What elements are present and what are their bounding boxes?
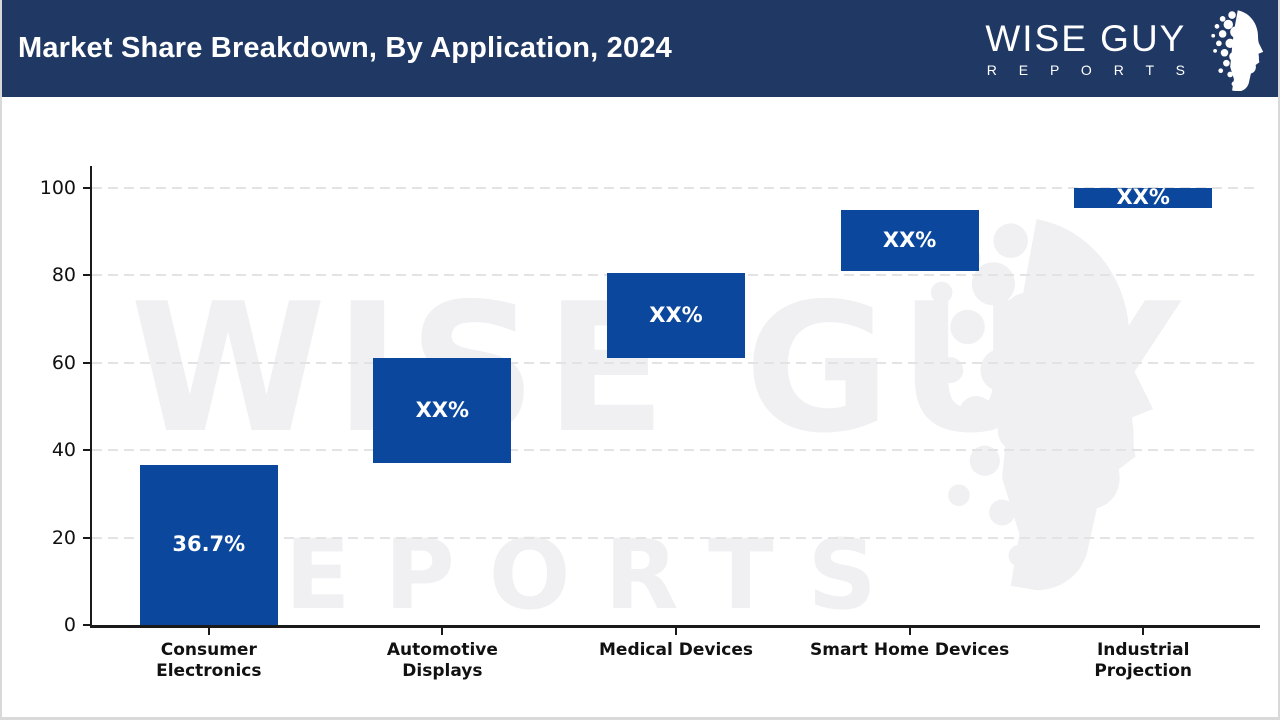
y-tick-label-20: 20 bbox=[51, 526, 76, 549]
x-tick-mark bbox=[675, 628, 677, 635]
x-category-label: Consumer Electronics bbox=[156, 640, 262, 682]
x-tick-mark bbox=[207, 628, 210, 635]
y-tick-label-40: 40 bbox=[51, 439, 76, 462]
logo-line1: WISE GUY bbox=[985, 18, 1187, 59]
bar-smart-home-devices: XX% bbox=[840, 209, 979, 271]
y-tick-mark-80 bbox=[83, 274, 92, 277]
y-tick-mark-40 bbox=[83, 449, 92, 452]
wiseguy-logo: WISE GUY R E P O R T S bbox=[978, 7, 1278, 91]
logo-wordmark: WISE GUY R E P O R T S bbox=[978, 20, 1194, 77]
gridline-20 bbox=[92, 536, 1260, 539]
bar-industrial-projection: XX% bbox=[1074, 185, 1213, 210]
x-category-label: Automotive Displays bbox=[386, 640, 498, 682]
x-category-label: Industrial Projection bbox=[1094, 640, 1193, 682]
bar-value-label: XX% bbox=[882, 227, 937, 252]
logo-line2: R E P O R T S bbox=[986, 62, 1194, 78]
x-tick-mark bbox=[441, 628, 444, 635]
bar-automotive-displays: XX% bbox=[373, 358, 512, 464]
y-tick-label-80: 80 bbox=[51, 264, 76, 287]
y-tick-label-100: 100 bbox=[39, 176, 76, 199]
x-category-label: Medical Devices bbox=[598, 640, 754, 660]
bar-value-label: XX% bbox=[415, 398, 470, 423]
page-title: Market Share Breakdown, By Application, … bbox=[18, 32, 672, 64]
y-tick-mark-60 bbox=[83, 361, 92, 364]
gridline-60 bbox=[92, 361, 1260, 364]
x-tick-mark bbox=[908, 628, 911, 635]
y-tick-label-0: 0 bbox=[63, 614, 76, 636]
y-tick-label-60: 60 bbox=[51, 351, 76, 374]
header-bar: Market Share Breakdown, By Application, … bbox=[2, 0, 1278, 97]
bar-value-label: XX% bbox=[649, 303, 703, 328]
bar-value-label: 36.7% bbox=[172, 532, 246, 557]
bar-medical-devices: XX% bbox=[607, 273, 745, 359]
y-tick-mark-20 bbox=[83, 536, 92, 539]
gridline-40 bbox=[92, 449, 1260, 452]
y-tick-mark-0 bbox=[83, 624, 92, 626]
x-tick-mark bbox=[1142, 628, 1145, 635]
x-category-label: Smart Home Devices bbox=[809, 640, 1010, 660]
plot-area: 0 20 40 60 80 100 36.7% Consumer Electronics XX%… bbox=[40, 166, 1260, 681]
bar-value-label: XX% bbox=[1116, 185, 1170, 210]
y-tick-mark-100 bbox=[83, 186, 92, 189]
logo-head-icon bbox=[1211, 9, 1264, 91]
gridline-100 bbox=[92, 186, 1260, 189]
bar-consumer-electronics: 36.7% bbox=[139, 464, 278, 625]
